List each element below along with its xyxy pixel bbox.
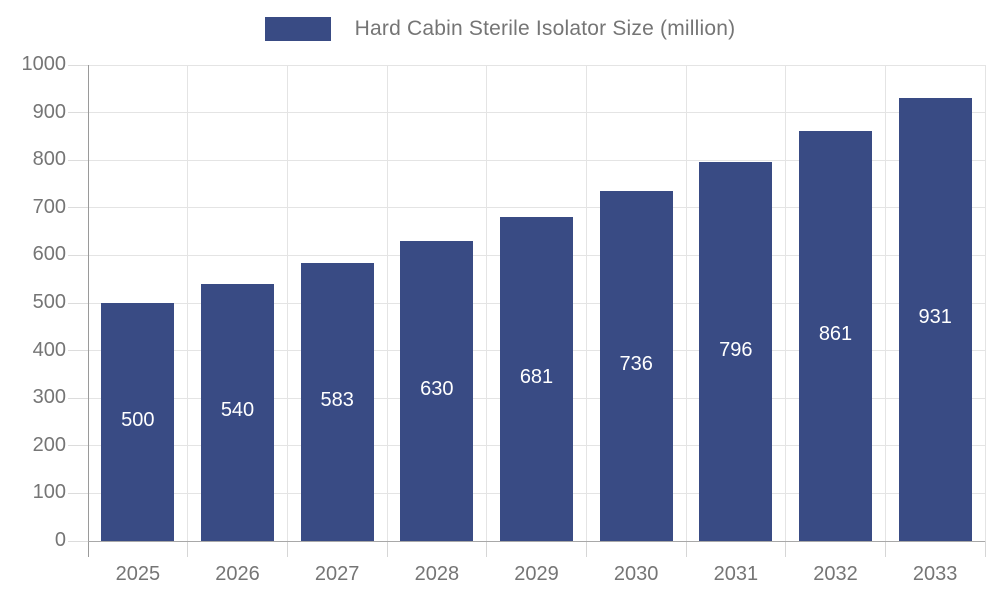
x-axis-tick-label: 2031 [713, 563, 759, 585]
x-axis-tick-label: 2033 [912, 563, 958, 585]
bar-value-label: 931 [918, 306, 952, 329]
x-axis-tick-label: 2027 [314, 563, 360, 585]
gridline-horizontal [88, 64, 985, 66]
gridline-vertical [386, 65, 388, 541]
x-axis-line [88, 540, 985, 542]
gridline-vertical [785, 65, 787, 541]
x-axis-tick-label: 2030 [613, 563, 659, 585]
bar-value-label: 681 [519, 365, 554, 388]
y-axis-tick-label: 800 [32, 148, 66, 171]
y-axis-tick [68, 254, 88, 256]
x-axis-tick-label: 2025 [115, 563, 161, 585]
bar-2025 [101, 303, 175, 541]
gridline-horizontal [88, 112, 985, 114]
gridline-vertical [286, 65, 288, 541]
legend-swatch [264, 17, 331, 41]
y-axis-tick [68, 159, 88, 161]
legend-label: Hard Cabin Sterile Isolator Size (millio… [354, 17, 736, 40]
x-axis-tick [486, 541, 488, 557]
bar-2033 [898, 97, 972, 541]
x-axis-tick [585, 541, 587, 557]
x-axis-tick-label: 2032 [813, 563, 858, 585]
bar-2028 [400, 241, 474, 541]
y-axis-tick-label: 400 [32, 338, 66, 361]
bar-2026 [201, 283, 274, 541]
x-axis-tick [286, 541, 288, 557]
x-axis-tick [984, 541, 986, 557]
bar-2031 [699, 162, 773, 541]
bar-2029 [500, 216, 573, 541]
bar-value-label: 500 [121, 409, 155, 431]
x-axis-tick [884, 541, 886, 557]
gridline-vertical [486, 65, 488, 541]
y-axis-tick-label: 100 [32, 481, 66, 504]
bar-value-label: 630 [420, 378, 454, 401]
y-axis-tick-label: 200 [32, 433, 66, 456]
y-axis-tick-label: 900 [32, 100, 66, 123]
y-axis-tick-label: 1000 [21, 53, 67, 75]
bar-2032 [799, 131, 872, 541]
bar-2027 [300, 263, 374, 541]
gridline-vertical [585, 65, 587, 541]
y-axis-tick-label: 700 [32, 195, 66, 218]
y-axis-tick-label: 500 [32, 291, 66, 313]
x-axis-tick [386, 541, 388, 557]
x-axis-tick-label: 2029 [514, 563, 559, 585]
gridline-vertical [685, 65, 687, 541]
x-axis-tick-label: 2028 [414, 563, 460, 585]
gridline-horizontal [88, 207, 985, 209]
y-axis-tick-label: 0 [54, 529, 66, 551]
y-axis-tick [68, 540, 88, 542]
y-axis-tick-label: 300 [32, 386, 66, 409]
x-axis-tick [785, 541, 787, 557]
x-axis-tick [187, 541, 189, 557]
y-axis-tick [68, 397, 88, 399]
bar-2030 [599, 190, 673, 541]
x-axis-tick [685, 541, 687, 557]
y-axis-tick [68, 64, 88, 66]
bar-value-label: 796 [719, 338, 753, 361]
y-axis-tick-label: 600 [32, 243, 66, 266]
y-axis-tick [68, 492, 88, 494]
bar-value-label: 861 [818, 323, 853, 346]
x-axis-tick-label: 2026 [215, 563, 260, 585]
y-axis-tick [68, 302, 88, 304]
legend-item[interactable]: Hard Cabin Sterile Isolator Size (millio… [0, 17, 1000, 41]
gridline-vertical [187, 65, 189, 541]
gridline-vertical [984, 65, 986, 541]
bar-value-label: 736 [619, 352, 653, 375]
gridline-horizontal [88, 159, 985, 161]
bar-value-label: 540 [220, 399, 255, 422]
y-axis-tick [68, 445, 88, 447]
y-axis-line [87, 65, 89, 557]
y-axis-tick [68, 207, 88, 209]
gridline-vertical [884, 65, 886, 541]
y-axis-tick [68, 350, 88, 352]
y-axis-tick [68, 112, 88, 114]
bar-value-label: 583 [320, 389, 354, 412]
